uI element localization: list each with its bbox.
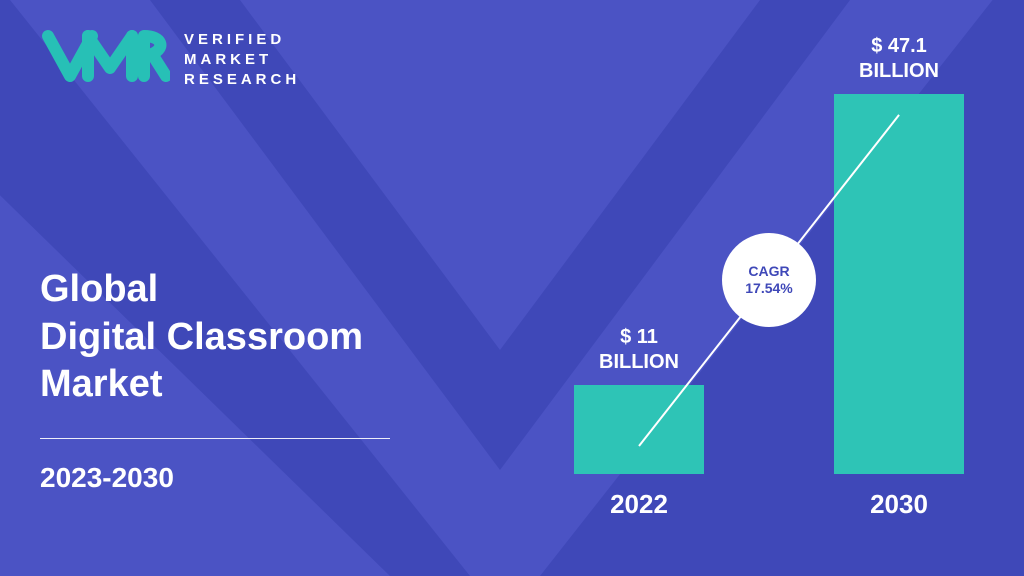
vmr-logo: VERIFIED MARKET RESEARCH (40, 28, 300, 92)
bar-value-label-2030: $ 47.1BILLION (819, 34, 979, 84)
title-divider (40, 438, 390, 439)
x-axis-label-2022: 2022 (574, 489, 704, 520)
page-title: Global Digital Classroom Market (40, 266, 363, 409)
title-line-3: Market (40, 361, 363, 409)
vmr-logo-mark-icon (40, 28, 170, 92)
logo-line-1: VERIFIED (184, 30, 300, 50)
bar-2030 (834, 94, 964, 474)
bar-value-label-2022: $ 11BILLION (559, 325, 719, 375)
forecast-period: 2023-2030 (40, 462, 174, 494)
vmr-logo-text: VERIFIED MARKET RESEARCH (184, 30, 300, 91)
logo-line-3: RESEARCH (184, 70, 300, 90)
market-bar-chart: $ 11BILLION 2022 $ 47.1BILLION 2030 CAGR17.5… (534, 30, 994, 530)
bar-2022 (574, 385, 704, 474)
title-line-2: Digital Classroom (40, 314, 363, 362)
infographic-canvas: VERIFIED MARKET RESEARCH Global Digital … (0, 0, 1024, 576)
title-line-1: Global (40, 266, 363, 314)
x-axis-label-2030: 2030 (834, 489, 964, 520)
logo-line-2: MARKET (184, 50, 300, 70)
cagr-badge: CAGR17.54% (722, 233, 816, 327)
